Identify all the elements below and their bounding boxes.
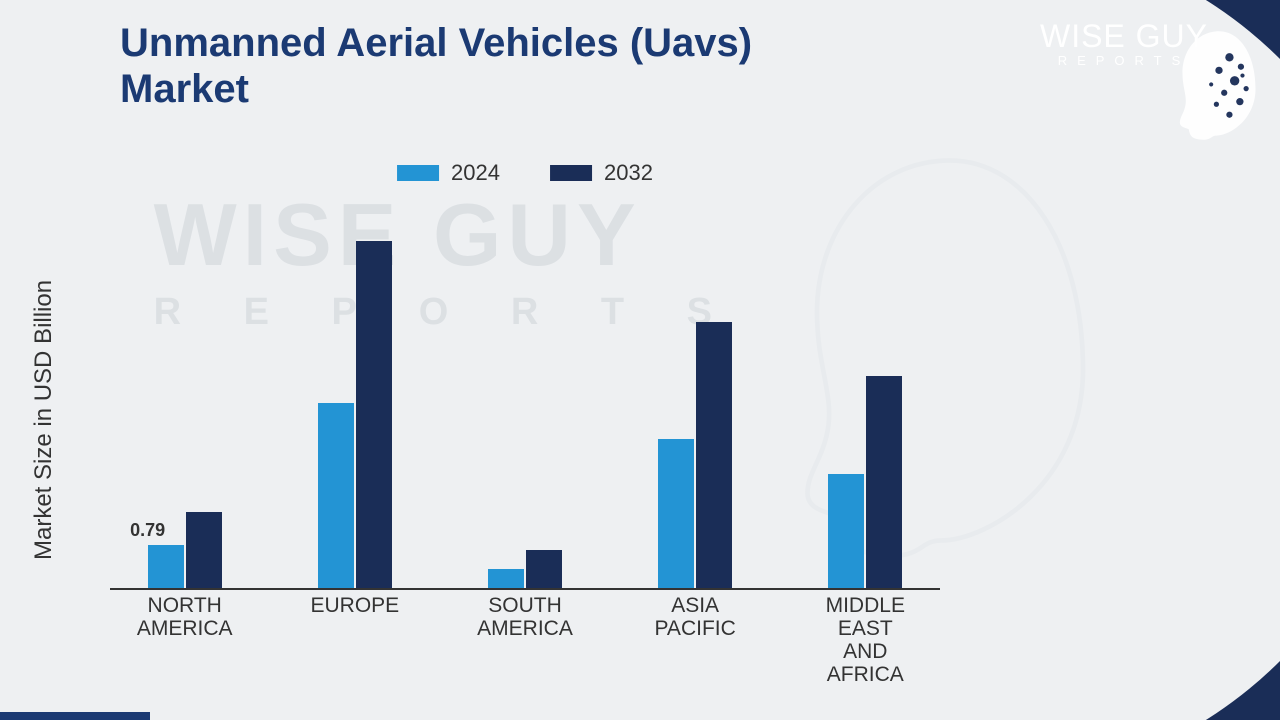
- bar-group: 0.79NORTHAMERICA: [140, 512, 230, 588]
- chart-canvas: WISE GUY R E P O R T S Unmanned Aerial V…: [0, 0, 1280, 720]
- bar-2024: [318, 403, 354, 588]
- bar-2024: [828, 474, 864, 588]
- bar-2024: [488, 569, 524, 588]
- legend-label-2024: 2024: [451, 160, 500, 186]
- legend: 2024 2032: [397, 160, 653, 186]
- legend-swatch-2032: [550, 165, 592, 181]
- bar-2032: [696, 322, 732, 588]
- bar-2024: 0.79: [148, 545, 184, 588]
- bar-2032: [186, 512, 222, 588]
- legend-item-2032: 2032: [550, 160, 653, 186]
- bar-group: EUROPE: [310, 241, 400, 588]
- legend-label-2032: 2032: [604, 160, 653, 186]
- chart-area: 2024 2032 0.79NORTHAMERICA EUROPE SOUTHAME…: [110, 160, 940, 590]
- bar-2032: [356, 241, 392, 588]
- chart-title: Unmanned Aerial Vehicles (Uavs) Market: [120, 20, 820, 112]
- brand-head-icon: [1164, 26, 1274, 146]
- x-axis-label: NORTHAMERICA: [117, 594, 252, 640]
- bar-2024: [658, 439, 694, 588]
- x-axis-label: MIDDLEEASTANDAFRICA: [798, 594, 933, 686]
- x-axis-label: EUROPE: [287, 594, 422, 617]
- brand-logo: WISE GUY REPORTS: [984, 18, 1264, 68]
- legend-item-2024: 2024: [397, 160, 500, 186]
- legend-swatch-2024: [397, 165, 439, 181]
- x-axis-label: ASIAPACIFIC: [628, 594, 763, 640]
- bar-group: MIDDLEEASTANDAFRICA: [820, 376, 910, 588]
- bar-group: ASIAPACIFIC: [650, 322, 740, 588]
- y-axis-label: Market Size in USD Billion: [30, 280, 58, 560]
- plot-area: 0.79NORTHAMERICA EUROPE SOUTHAMERICA ASIAPA…: [110, 208, 940, 590]
- bar-group: SOUTHAMERICA: [480, 550, 570, 588]
- bottom-accent-bar: [0, 712, 150, 720]
- bar-2032: [866, 376, 902, 588]
- x-axis-label: SOUTHAMERICA: [458, 594, 593, 640]
- bar-2032: [526, 550, 562, 588]
- data-label: 0.79: [112, 520, 184, 541]
